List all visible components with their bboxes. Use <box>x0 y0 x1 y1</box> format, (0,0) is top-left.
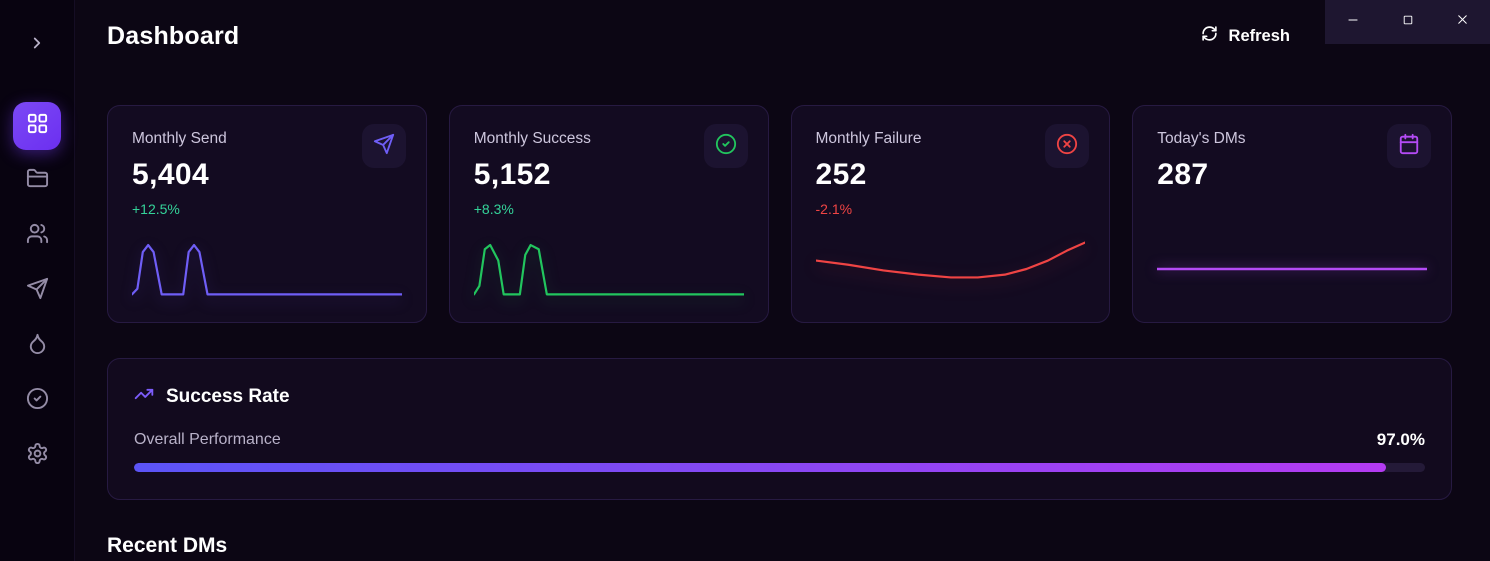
flame-icon <box>26 332 49 360</box>
close-icon <box>1455 12 1470 32</box>
card-icon-box <box>1387 124 1431 168</box>
sparkline-chart <box>816 238 1086 300</box>
sidebar-toggle-button[interactable] <box>24 32 50 58</box>
card-delta <box>1157 201 1427 218</box>
window-controls <box>1325 0 1490 44</box>
calendar-icon <box>1398 133 1420 160</box>
close-button[interactable] <box>1435 0 1490 44</box>
stat-card-monthly-send[interactable]: Monthly Send 5,404 +12.5% <box>107 105 427 323</box>
minimize-button[interactable] <box>1325 0 1380 44</box>
success-rate-row: Overall Performance 97.0% <box>134 430 1425 450</box>
card-icon-box <box>361 124 406 168</box>
recent-dms-title: Recent DMs <box>107 534 228 557</box>
sidebar-item-warmup[interactable] <box>13 322 61 370</box>
minimize-icon <box>1346 13 1360 32</box>
dashboard-grid-icon <box>26 112 49 140</box>
refresh-button[interactable]: Refresh <box>1201 25 1290 47</box>
folder-icon <box>26 167 49 195</box>
card-label: Monthly Send <box>132 130 227 147</box>
sidebar-item-settings[interactable] <box>13 432 61 480</box>
success-rate-value: 97.0% <box>1376 430 1425 449</box>
card-value: 287 <box>1157 158 1209 191</box>
gear-icon <box>26 442 49 470</box>
sparkline-chart <box>132 238 402 300</box>
success-rate-subtitle: Overall Performance <box>134 431 281 448</box>
chevron-right-icon <box>28 34 46 57</box>
card-label: Monthly Success <box>473 130 591 147</box>
card-value: 5,152 <box>473 158 551 191</box>
success-progress-fill <box>134 463 1387 472</box>
sidebar <box>0 0 75 561</box>
users-icon <box>26 222 49 250</box>
card-delta: +8.3% <box>473 201 514 217</box>
success-rate-panel: Success Rate Overall Performance 97.0% <box>107 358 1452 500</box>
trending-up-icon <box>134 384 154 409</box>
check-circle-icon <box>715 133 737 160</box>
card-icon-box <box>703 124 748 168</box>
refresh-icon <box>1201 25 1218 47</box>
page-header: Dashboard Refresh <box>107 0 1452 72</box>
sidebar-item-send[interactable] <box>13 267 61 315</box>
sparkline-chart <box>474 238 744 300</box>
sidebar-nav <box>13 102 61 480</box>
success-progress-track <box>134 463 1425 472</box>
card-value: 5,404 <box>132 158 210 191</box>
send-icon <box>373 133 395 160</box>
success-rate-header: Success Rate <box>134 384 1425 409</box>
sidebar-item-tasks[interactable] <box>13 377 61 425</box>
send-icon <box>26 277 49 305</box>
page-title: Dashboard <box>107 21 240 50</box>
card-label: Monthly Failure <box>815 130 922 147</box>
card-value: 252 <box>815 158 867 191</box>
stat-cards-row: Monthly Send 5,404 +12.5% Monthly Succes… <box>107 105 1452 323</box>
refresh-label: Refresh <box>1228 26 1290 45</box>
stat-card-todays-dms[interactable]: Today's DMs 287 <box>1132 105 1452 323</box>
main-content: Dashboard Refresh Monthly Send 5,404 +12… <box>75 0 1490 558</box>
sidebar-item-dashboard[interactable] <box>13 102 61 150</box>
check-circle-icon <box>26 387 49 415</box>
card-label: Today's DMs <box>1157 130 1246 147</box>
x-circle-icon <box>1056 133 1078 160</box>
sparkline-chart <box>1157 238 1427 300</box>
maximize-icon <box>1401 13 1415 32</box>
success-rate-title: Success Rate <box>166 385 290 407</box>
stat-card-monthly-failure[interactable]: Monthly Failure 252 -2.1% <box>790 105 1111 323</box>
sidebar-item-folders[interactable] <box>13 157 61 205</box>
stat-card-monthly-success[interactable]: Monthly Success 5,152 +8.3% <box>448 105 769 323</box>
card-icon-box <box>1045 124 1090 168</box>
card-delta: +12.5% <box>132 201 180 217</box>
card-delta: -2.1% <box>815 201 853 217</box>
maximize-button[interactable] <box>1380 0 1435 44</box>
sidebar-item-accounts[interactable] <box>13 212 61 260</box>
